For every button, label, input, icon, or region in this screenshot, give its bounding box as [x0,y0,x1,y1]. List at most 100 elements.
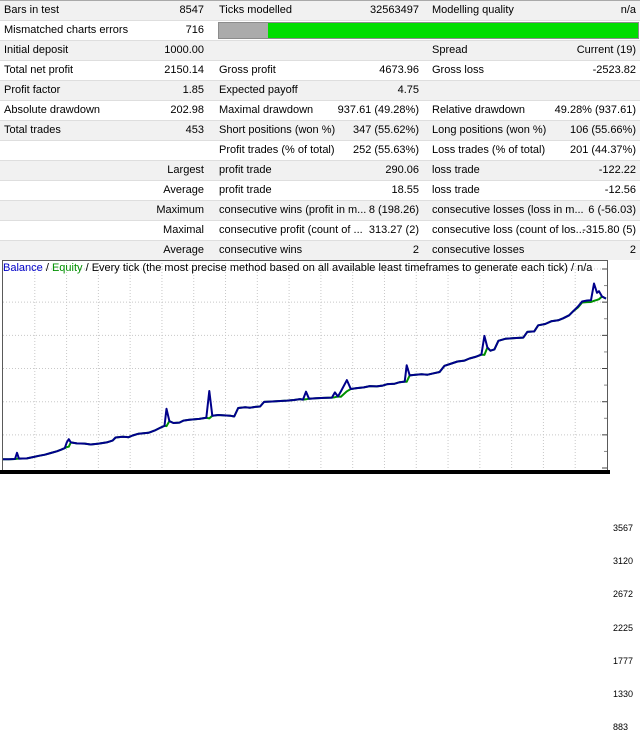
stat-label: Spread [432,44,468,56]
x-axis-bar [0,470,610,474]
stat-label: Absolute drawdown [4,104,101,116]
stat-label: Initial deposit [4,44,69,56]
stat-label: profit trade [219,184,272,196]
stat-value: 49.28% (937.61) [554,104,636,116]
stat-label: Modelling quality [432,4,514,16]
table-row: Average profit trade 18.55 loss trade -1… [0,181,640,201]
y-axis-label: 3120 [613,556,634,567]
y-axis-label: 2672 [613,589,634,600]
stat-label: consecutive losses [432,244,525,256]
stat-value: -315.80 (5) [582,224,636,236]
stat-value: 290.06 [385,164,419,176]
table-row: Mismatched charts errors 716 [0,21,640,41]
stat-label: consecutive profit (count of ... [219,224,363,236]
stat-value: 313.27 (2) [368,224,419,236]
table-row: Initial deposit 1000.00 Spread Current (… [0,41,640,61]
stat-label: consecutive wins (profit in m... [219,204,367,216]
stat-value: 8 (198.26) [368,204,419,216]
y-axis-label: 883 [613,722,629,732]
stat-value: 1.85 [182,84,204,96]
stat-label: Total net profit [4,64,74,76]
stat-value [60,141,204,161]
stat-value: -2523.82 [592,64,636,76]
stat-label: loss trade [432,164,480,176]
stat-value: Average [163,244,204,256]
stat-label: Profit trades (% of total) [219,144,335,156]
stat-value [508,81,636,101]
balance-line [3,282,607,461]
stat-label: Short positions (won %) [219,124,336,136]
y-axis-label: 2225 [613,622,634,633]
stat-value: 18.55 [391,184,419,196]
table-row: Total net profit 2150.14 Gross profit 46… [0,61,640,81]
stat-value: 1000.00 [164,44,204,56]
stat-value: n/a [620,4,636,16]
chart-svg [3,263,607,469]
stat-value: -12.56 [604,184,636,196]
stat-value: 106 (55.66%) [569,124,636,136]
stat-value: 2 [412,244,419,256]
table-row: Largest profit trade 290.06 loss trade -… [0,161,640,181]
stat-label: Total trades [4,124,61,136]
progress-green-segment [267,23,638,38]
stat-value: 202.98 [170,104,204,116]
chart-legend: Balance / Equity / Every tick (the most … [3,262,592,274]
stat-label: Mismatched charts errors [4,24,129,36]
stat-value: 6 (-56.03) [588,204,636,216]
legend-separator: / [42,262,52,274]
stat-label: Gross profit [219,64,276,76]
stat-value: 201 (44.37%) [569,144,636,156]
stat-value: 252 (55.63%) [352,144,419,156]
table-row: Bars in test 8547 Ticks modelled 3256349… [0,1,640,21]
stat-label: Profit factor [4,84,61,96]
stat-label: Expected payoff [219,84,298,96]
stat-label: loss trade [432,184,480,196]
table-row: Maximal consecutive profit (count of ...… [0,221,640,241]
stat-value: Maximum [156,204,204,216]
chart-model-description: Every tick (the most precise method base… [91,262,593,274]
stat-label: Bars in test [4,4,60,16]
table-row: Profit factor 1.85 Expected payoff 4.75 [0,81,640,101]
backtest-report-table: Bars in test 8547 Ticks modelled 3256349… [0,0,640,261]
stat-label: consecutive losses (loss in m... [432,204,584,216]
stat-label: Loss trades (% of total) [432,144,546,156]
stat-value: 347 (55.62%) [352,124,419,136]
modelling-progress-bar [218,22,639,39]
legend-separator: / [82,262,92,274]
legend-balance: Balance [3,262,43,274]
stat-value: -122.22 [598,164,636,176]
stat-label: Relative drawdown [432,104,525,116]
stat-value: 8547 [179,4,204,16]
legend-equity: Equity [51,262,83,274]
y-axis-label: 3567 [613,523,634,533]
stat-value [299,41,419,61]
stat-value: 2 [629,244,636,256]
stat-label: consecutive wins [219,244,303,256]
stat-value: 32563497 [370,4,419,16]
stat-label: consecutive loss (count of los... [432,224,585,236]
stat-value: Largest [167,164,204,176]
stat-value: 4.75 [397,84,419,96]
stat-value: Current (19) [576,44,636,56]
stat-label: Maximal drawdown [219,104,314,116]
balance-chart: Balance / Equity / Every tick (the most … [0,260,640,732]
stat-value: 937.61 (49.28%) [337,104,419,116]
stat-label: Long positions (won %) [432,124,547,136]
y-axis-label: 1330 [613,688,634,699]
table-row: Maximum consecutive wins (profit in m...… [0,201,640,221]
chart-plot-area [2,260,608,470]
table-row: Absolute drawdown 202.98 Maximal drawdow… [0,101,640,121]
stat-value: Maximal [163,224,204,236]
stat-value: 716 [185,24,204,36]
stat-value: 4673.96 [379,64,419,76]
y-axis-label: 1777 [613,655,634,666]
table-row: Profit trades (% of total) 252 (55.63%) … [0,141,640,161]
table-row: Total trades 453 Short positions (won %)… [0,121,640,141]
stat-value: 453 [185,124,204,136]
stat-label: Ticks modelled [219,4,292,16]
table-row: Average consecutive wins 2 consecutive l… [0,241,640,261]
stat-value: Average [163,184,204,196]
stat-label: profit trade [219,164,272,176]
progress-gray-segment [219,23,268,38]
stat-value: 2150.14 [164,64,204,76]
